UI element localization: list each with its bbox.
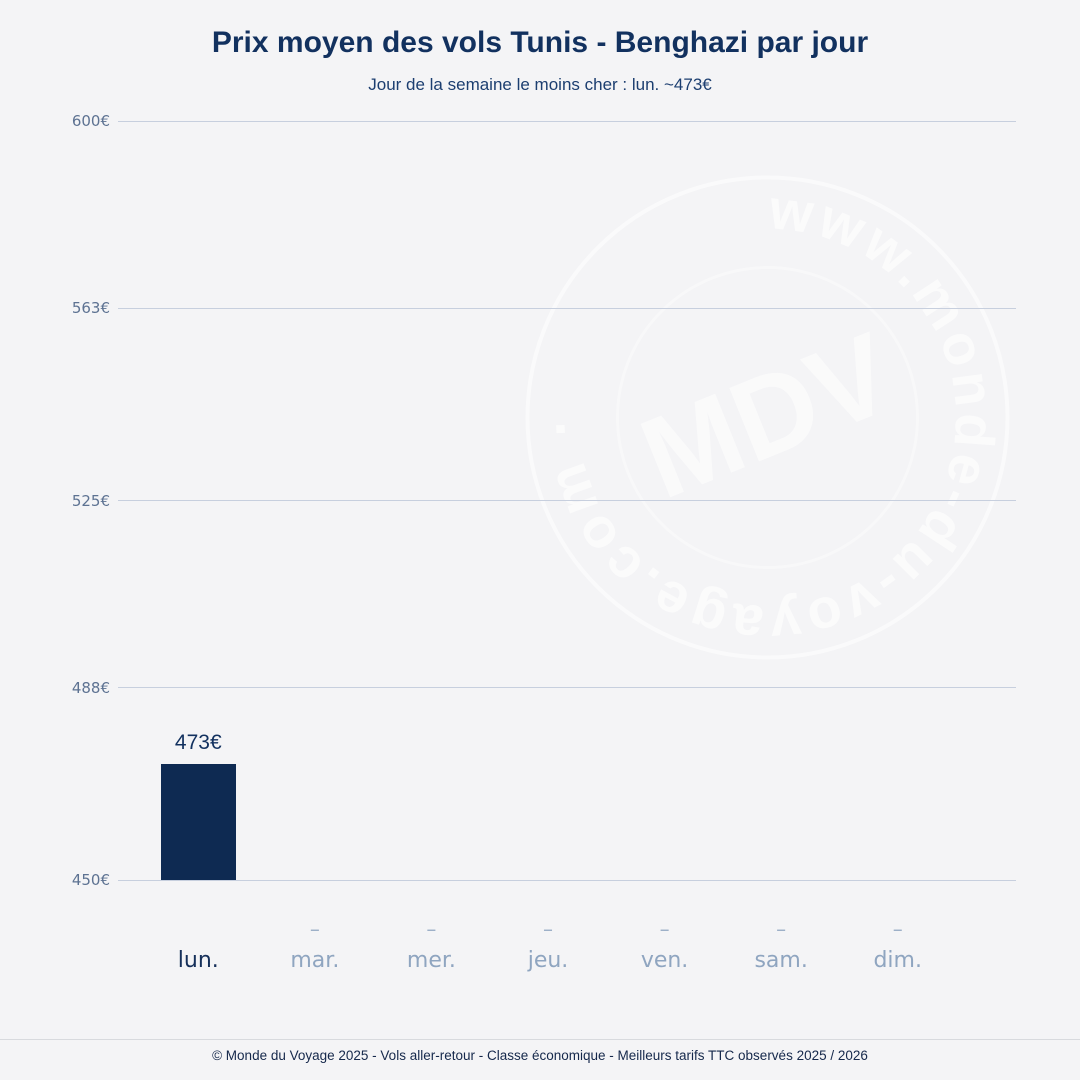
gridline-525 — [118, 500, 1016, 501]
gridline-563 — [118, 307, 1016, 309]
x-axis-label-sam: sam. — [754, 948, 808, 973]
watermark-stamp-icon: www.monde-du-voyage.com · MDV — [525, 175, 1010, 660]
y-axis-label-450: 450€ — [71, 871, 110, 889]
y-axis-label-563: 563€ — [71, 299, 110, 318]
footer-divider — [0, 1039, 1080, 1040]
no-data-marker-jeu: – — [543, 917, 553, 941]
svg-text:www.monde-du-voyage.com ·: www.monde-du-voyage.com · — [528, 177, 1008, 658]
gridline-450 — [118, 879, 1016, 881]
no-data-marker-dim: – — [892, 917, 903, 941]
watermark-ring-text: www.monde-du-voyage.com · — [528, 177, 1004, 658]
chart-subtitle: Jour de la semaine le moins cher : lun. … — [368, 75, 712, 94]
watermark-monogram: MDV — [624, 309, 909, 523]
x-axis-label-lun: lun. — [177, 948, 219, 973]
bar-lun — [160, 763, 236, 880]
y-axis-label-525: 525€ — [71, 491, 110, 510]
x-axis-label-mar: mar. — [290, 948, 340, 973]
no-data-marker-mar: – — [309, 917, 320, 941]
y-axis-label-488: 488€ — [71, 678, 110, 697]
no-data-marker-ven: – — [659, 917, 670, 941]
no-data-marker-sam: – — [776, 917, 787, 941]
footer-credit: © Monde du Voyage 2025 - Vols aller-reto… — [212, 1048, 868, 1063]
x-axis-label-jeu: jeu. — [527, 948, 569, 973]
x-axis-label-ven: ven. — [640, 948, 689, 973]
no-data-marker-mer: – — [426, 917, 437, 941]
gridline-488 — [118, 687, 1016, 689]
bar-value-label-lun: 473€ — [174, 730, 222, 754]
x-axis-label-mer: mer. — [406, 948, 456, 973]
gridline-600 — [118, 120, 1016, 122]
y-axis-label-600: 600€ — [71, 112, 110, 130]
watermark: www.monde-du-voyage.com · MDV — [505, 155, 1030, 680]
chart-title: Prix moyen des vols Tunis - Benghazi par… — [211, 26, 869, 59]
x-axis-label-dim: dim. — [873, 948, 922, 973]
